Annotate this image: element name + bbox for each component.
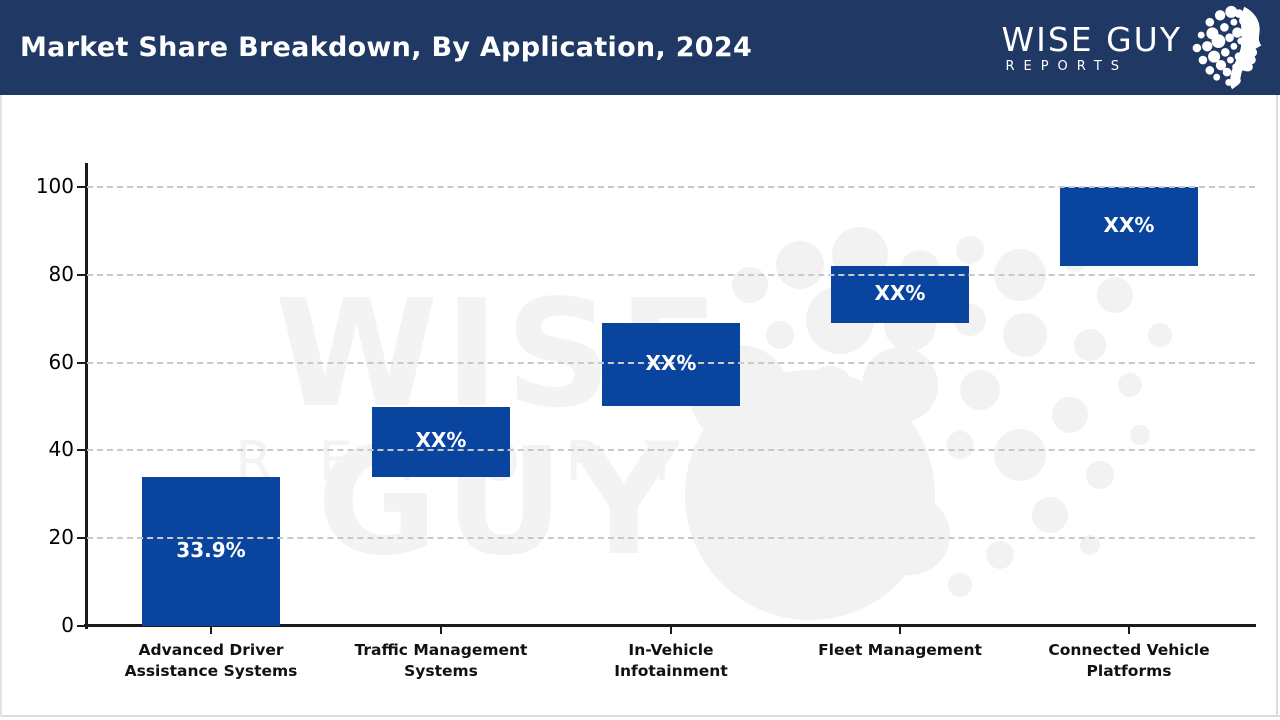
x-category-label: Traffic Management Systems <box>354 641 528 680</box>
page-title: Market Share Breakdown, By Application, … <box>20 32 753 63</box>
bar-value-label: XX% <box>645 350 697 375</box>
y-tick-label: 60 <box>48 349 74 374</box>
bar-value-label: XX% <box>415 427 467 452</box>
header: Market Share Breakdown, By Application, … <box>0 0 1280 95</box>
y-tick-label: 100 <box>35 174 74 198</box>
bar-segment <box>602 323 740 407</box>
x-tick-mark <box>899 627 901 634</box>
x-tick-mark <box>670 627 672 634</box>
chart-area: WISE GUY REPORTS 0 20 40 60 80 100 33.9% XX% XX%… <box>0 95 1280 720</box>
y-tick-mark <box>77 625 86 627</box>
x-category-label: Connected Vehicle Platforms <box>1048 641 1210 680</box>
y-tick-mark <box>77 273 86 276</box>
y-tick-mark <box>77 449 86 452</box>
x-category-label: Advanced Driver Assistance Systems <box>124 641 298 680</box>
y-tick-label: 20 <box>48 525 74 550</box>
x-category-label: Fleet Management <box>818 641 982 659</box>
y-tick-mark <box>77 537 86 540</box>
y-axis-line <box>85 163 88 629</box>
y-tick-label: 80 <box>48 261 74 286</box>
bar-value-label: XX% <box>874 280 926 305</box>
bar-segment <box>1060 187 1198 267</box>
wise-guy-logo: WISE GUY REPORTS <box>1001 4 1270 92</box>
bar-value-label: 33.9% <box>176 537 246 562</box>
x-axis-line <box>84 624 1256 627</box>
logo-head-icon <box>1192 5 1262 89</box>
bar-value-label: XX% <box>1103 212 1155 237</box>
logo-text: WISE GUY REPORTS <box>1001 23 1182 73</box>
y-tick-mark <box>77 361 86 364</box>
right-border-line <box>1276 95 1278 717</box>
y-tick-label: 0 <box>61 613 74 637</box>
gridline <box>87 361 1255 364</box>
x-tick-mark <box>440 627 442 634</box>
x-tick-mark <box>210 627 212 634</box>
gridline <box>87 537 1255 540</box>
logo-subtext: REPORTS <box>1005 58 1129 74</box>
logo-wordmark: WISE GUY <box>1001 19 1182 59</box>
x-tick-mark <box>1128 627 1130 634</box>
gridline <box>87 186 1255 188</box>
y-tick-mark <box>77 186 86 188</box>
gridline <box>87 273 1255 276</box>
bottom-border-line <box>0 715 1280 717</box>
gridline <box>87 449 1255 452</box>
bar-segment <box>142 477 280 626</box>
bar-segment <box>372 406 510 478</box>
x-category-label: In-Vehicle Infotainment <box>614 641 728 680</box>
left-border-line <box>0 95 2 717</box>
y-tick-label: 40 <box>48 437 74 462</box>
